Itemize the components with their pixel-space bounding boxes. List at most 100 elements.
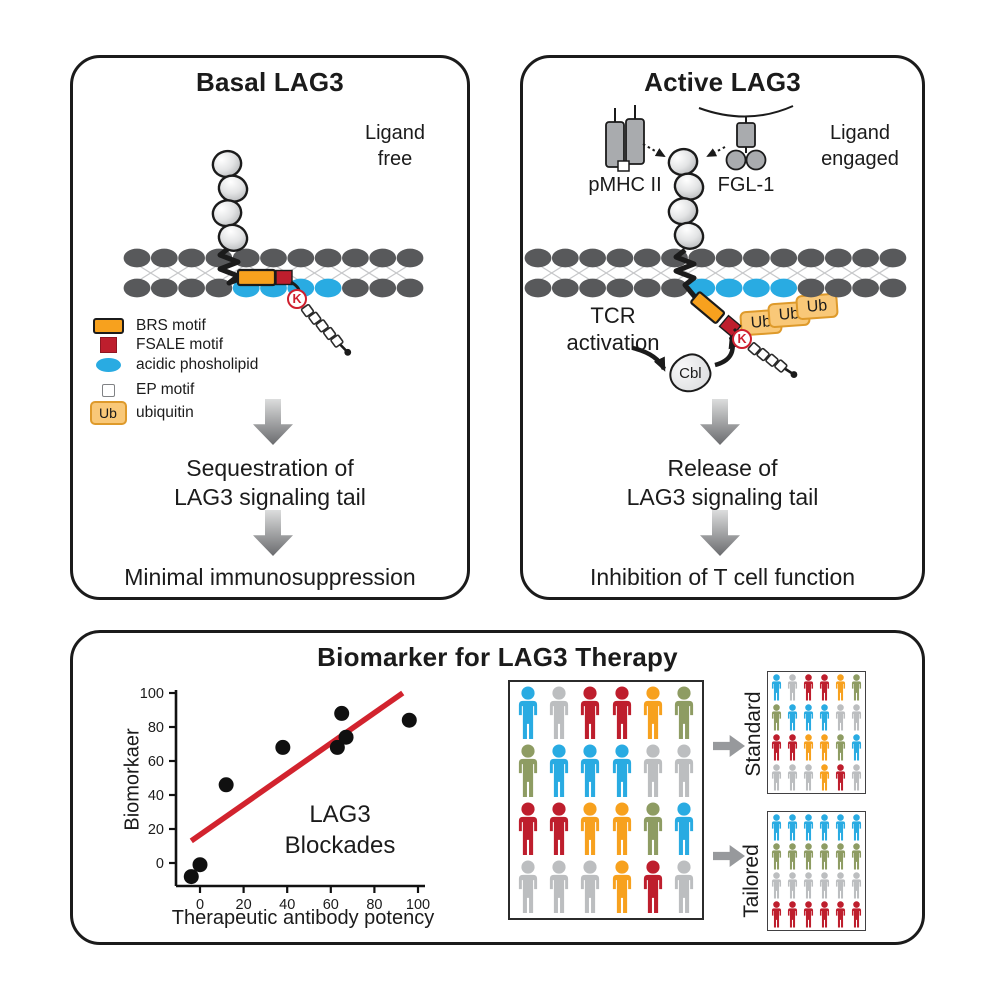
person-icon	[549, 686, 569, 739]
person-icon	[643, 744, 663, 797]
person-icon	[788, 674, 798, 701]
ep-motif-icon	[101, 383, 115, 397]
person-icon	[675, 802, 694, 855]
person-icon	[804, 872, 814, 899]
panel-active: Active LAG3 Ligand engaged Ub Ub Ub pMHC…	[520, 55, 925, 600]
person-icon	[835, 814, 845, 841]
person-icon	[835, 763, 845, 791]
active-title: Active LAG3	[644, 67, 801, 97]
person-icon	[851, 814, 861, 841]
legend-item-fsale: FSALE motif	[89, 334, 223, 356]
tailored-therapy-box	[767, 811, 866, 931]
person-icon	[581, 802, 600, 855]
person-icon	[819, 763, 829, 791]
legend-item-ep: EP motif	[89, 379, 194, 401]
person-icon	[804, 901, 814, 928]
active-outcome-text: Release of LAG3 signaling tail	[626, 455, 819, 510]
person-icon	[612, 802, 631, 855]
person-icon	[772, 872, 782, 899]
svg-text:20: 20	[148, 822, 164, 838]
person-icon	[788, 763, 798, 791]
person-icon	[581, 686, 600, 739]
scatter-annotation: LAG3 Blockades	[284, 801, 396, 859]
person-icon	[819, 843, 829, 870]
person-icon	[549, 744, 569, 797]
panel-biomarker: Biomarker for LAG3 Therapy 0 20 40 60 80 100 0…	[70, 630, 925, 945]
person-icon	[804, 814, 814, 841]
person-icon	[851, 901, 861, 928]
svg-text:80: 80	[148, 720, 164, 736]
person-icon	[835, 901, 845, 928]
person-icon	[835, 734, 845, 761]
ubiquitination-site-k-icon: K	[287, 289, 307, 309]
person-icon	[643, 860, 663, 913]
person-icon	[835, 843, 845, 870]
person-icon	[772, 763, 782, 791]
legend-item-phospholipid: acidic phosholipid	[89, 354, 258, 376]
x-axis-label: Therapeutic antibody potency	[171, 907, 435, 929]
person-icon	[804, 763, 814, 791]
person-icon	[804, 843, 814, 870]
y-axis-label: Biomorkaer	[121, 728, 144, 831]
legend-item-brs: BRS motif	[89, 315, 206, 337]
person-icon	[675, 744, 694, 797]
person-icon	[788, 734, 798, 761]
person-icon	[612, 860, 631, 913]
standard-label: Standard	[742, 691, 765, 777]
fgl1-label: FGL-1	[717, 174, 775, 196]
acidic-phospholipid-icon	[95, 358, 121, 372]
person-icon	[581, 860, 600, 913]
svg-text:0: 0	[156, 856, 164, 872]
person-icon	[518, 802, 537, 855]
person-icon	[819, 814, 829, 841]
person-icon	[788, 843, 798, 870]
down-arrow-icon	[253, 399, 293, 445]
person-icon	[518, 860, 537, 913]
person-icon	[581, 744, 600, 797]
person-icon	[549, 802, 569, 855]
standard-therapy-box	[767, 671, 866, 794]
down-arrow-icon	[700, 510, 740, 556]
person-icon	[518, 744, 537, 797]
person-icon	[804, 734, 814, 761]
fsale-motif-icon	[99, 337, 117, 353]
person-icon	[851, 734, 861, 761]
tcr-activation-label: TCR activation	[566, 303, 660, 355]
cbl-enzyme-icon: Cbl	[665, 349, 715, 397]
ubiquitination-site-k-icon: K	[732, 329, 752, 349]
person-icon	[804, 704, 814, 731]
basal-outcome-text: Sequestration of LAG3 signaling tail	[174, 455, 366, 510]
person-icon	[518, 686, 537, 739]
person-icon	[819, 734, 829, 761]
person-icon	[851, 704, 861, 731]
legend-item-ubiquitin: Ub ubiquitin	[89, 401, 194, 425]
person-icon	[819, 704, 829, 731]
person-icon	[772, 734, 782, 761]
active-result-text: Inhibition of T cell function	[589, 564, 856, 590]
person-icon	[835, 704, 845, 731]
person-icon	[819, 872, 829, 899]
person-icon	[772, 674, 782, 701]
svg-text:40: 40	[148, 788, 164, 804]
person-icon	[819, 901, 829, 928]
person-icon	[788, 872, 798, 899]
population-grid	[510, 682, 702, 918]
person-icon	[675, 860, 694, 913]
person-icon	[772, 901, 782, 928]
person-icon	[772, 814, 782, 841]
standard-grid	[768, 672, 865, 793]
person-icon	[788, 704, 798, 731]
person-icon	[643, 802, 663, 855]
panel-basal: Basal LAG3 Ligand free K BRS motif FSALE…	[70, 55, 470, 600]
person-icon	[851, 872, 861, 899]
basal-title: Basal LAG3	[196, 67, 344, 97]
svg-text:60: 60	[148, 754, 164, 770]
brs-motif-icon	[92, 318, 124, 334]
person-icon	[804, 674, 814, 701]
basal-result-text: Minimal immunosuppression	[124, 564, 416, 590]
person-icon	[772, 843, 782, 870]
person-icon	[612, 744, 631, 797]
ubiquitin-icon: Ub	[89, 401, 127, 425]
pmhc-label: pMHC II	[588, 174, 662, 196]
